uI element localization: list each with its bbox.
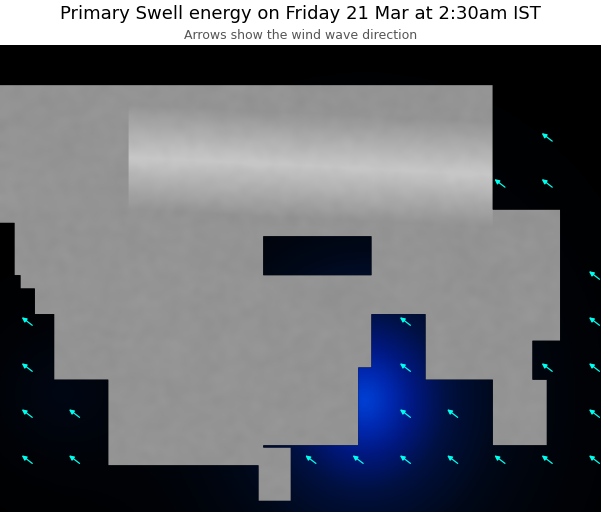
Text: Primary Swell energy on Friday 21 Mar at 2:30am IST: Primary Swell energy on Friday 21 Mar at… (60, 6, 541, 24)
Text: Arrows show the wind wave direction: Arrows show the wind wave direction (184, 29, 417, 41)
